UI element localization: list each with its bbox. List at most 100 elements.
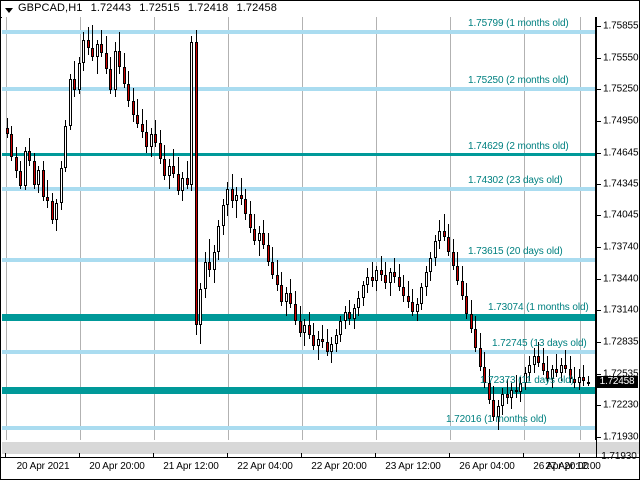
level-line[interactable] (2, 349, 595, 354)
candle-bearish (280, 285, 283, 302)
candle-bearish (488, 383, 491, 401)
candle-bullish (362, 285, 365, 298)
candle-wick (543, 347, 544, 376)
candle-wick (236, 186, 237, 219)
candle-bullish (510, 389, 513, 399)
candle-bullish (578, 377, 581, 384)
price-axis-bottom-label: 1.71930 (601, 451, 637, 462)
time-tick (301, 453, 302, 457)
candle-bullish (357, 297, 360, 309)
time-tick (523, 453, 524, 457)
candle-bullish (560, 364, 563, 373)
candle-bearish (492, 400, 495, 417)
candle-bullish (429, 257, 432, 273)
chart-plot-area[interactable]: 1.75799 (1 months old) 1.75250 (2 months … (2, 17, 595, 440)
candle-bearish (118, 50, 121, 68)
level-line[interactable] (2, 258, 595, 263)
price-axis[interactable]: 1.75855 1.75550 1.75250 1.74950 1.74645 1.743… (596, 17, 639, 457)
time-tick (153, 453, 154, 457)
time-tick-label: 26 Apr 04:00 (459, 461, 515, 472)
candle-bearish (299, 320, 302, 334)
level-line[interactable] (2, 313, 595, 321)
candle-bearish (276, 274, 279, 286)
current-price-tag: 1.72458 (596, 375, 638, 388)
time-tick (5, 453, 6, 457)
chevron-down-icon[interactable] (4, 4, 15, 15)
price-tick (596, 184, 601, 185)
quote-high: 1.72515 (139, 2, 180, 14)
candle-bullish (497, 406, 500, 417)
level-line[interactable] (2, 386, 595, 394)
level-line[interactable] (2, 186, 595, 191)
quote-low: 1.72418 (187, 2, 229, 14)
price-tick-label: 1.73740 (603, 241, 639, 253)
level-label: 1.73074 (1 months old) (488, 301, 589, 313)
price-tick-label: 1.74645 (603, 147, 639, 159)
candle-wick (92, 25, 93, 61)
level-line[interactable] (2, 29, 595, 34)
candle-bullish (69, 78, 72, 126)
price-tick-label: 1.72535 (603, 368, 639, 379)
candle-bearish (294, 303, 297, 321)
time-axis[interactable]: 20 Apr 2021 20 Apr 20:00 21 Apr 12:00 22 Ap… (1, 451, 639, 479)
price-tick (596, 247, 601, 249)
candle-bearish (15, 157, 18, 171)
candle-bearish (195, 42, 198, 325)
candle-bearish (393, 272, 396, 277)
candle-bearish (51, 201, 54, 221)
candle-bearish (132, 100, 135, 116)
candle-bearish (100, 44, 103, 53)
price-tick-label: 1.73440 (603, 273, 639, 285)
candle-bearish (249, 213, 252, 229)
time-gridline (302, 17, 303, 440)
candle-bearish (271, 262, 274, 275)
candle-bearish (470, 314, 473, 329)
candle-bearish (109, 69, 112, 91)
level-line[interactable] (2, 425, 595, 430)
price-tick-label: 1.74345 (603, 178, 639, 190)
scrollbar-thumb[interactable] (2, 442, 622, 454)
candle-bearish (407, 295, 410, 302)
candle-bullish (285, 293, 288, 302)
price-tick-label: 1.75550 (603, 52, 639, 64)
candle-bearish (33, 161, 36, 185)
candle-bearish (348, 312, 351, 319)
level-line[interactable] (2, 152, 595, 156)
candle-wick (286, 287, 287, 317)
candle-bearish (443, 230, 446, 237)
time-tick-label: 27 Apr 12:00 (545, 461, 601, 472)
candle-bearish (163, 159, 166, 177)
candle-bullish (375, 270, 378, 281)
candle-bearish (127, 84, 130, 101)
time-tick-label: 21 Apr 12:00 (163, 461, 219, 472)
level-label: 1.72373 (11 days old) (480, 374, 574, 386)
candle-wick (588, 375, 589, 386)
candle-wick (209, 238, 210, 277)
time-tick (375, 453, 376, 457)
candle-wick (394, 257, 395, 283)
candle-bullish (181, 178, 184, 191)
candle-bullish (524, 372, 527, 384)
candle-bearish (555, 368, 558, 373)
time-gridline (228, 17, 229, 440)
candle-bullish (258, 232, 261, 242)
candle-bullish (587, 381, 590, 384)
horizontal-scrollbar[interactable] (2, 441, 639, 454)
candle-wick (408, 280, 409, 309)
candle-wick (507, 379, 508, 405)
candle-wick (7, 117, 8, 139)
candle-bullish (434, 241, 437, 258)
candle-bearish (447, 236, 450, 252)
candle-wick (241, 178, 242, 206)
time-gridline (154, 17, 155, 440)
candle-bullish (317, 339, 320, 346)
quote-close: 1.72458 (236, 2, 277, 14)
candle-bearish (321, 339, 324, 342)
candle-bearish (582, 377, 585, 382)
level-line[interactable] (2, 87, 595, 92)
candle-bullish (389, 272, 392, 283)
price-tick (596, 342, 601, 344)
price-tick (596, 436, 601, 438)
candle-bullish (528, 364, 531, 373)
candle-bullish (204, 262, 207, 290)
